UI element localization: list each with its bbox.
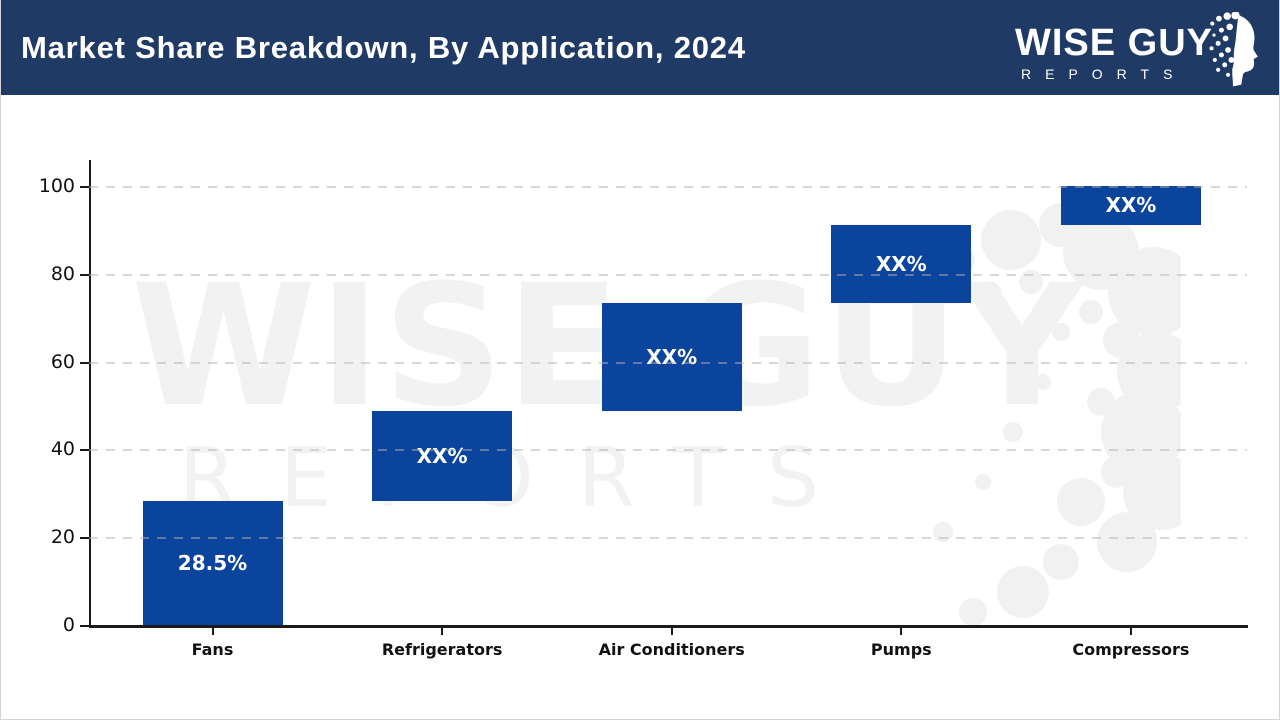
gridline-40 bbox=[89, 449, 1247, 452]
x-axis-category-label: Pumps bbox=[870, 640, 932, 659]
x-tick-0 bbox=[211, 627, 214, 635]
bar-value-label: XX% bbox=[416, 443, 468, 468]
gridline-100 bbox=[89, 186, 1247, 188]
y-axis-tick-label: 60 bbox=[50, 350, 75, 373]
x-axis-category-label: Fans bbox=[191, 640, 234, 659]
x-tick-1 bbox=[441, 627, 444, 635]
gridline-60 bbox=[89, 361, 1247, 364]
header-bar: Market Share Breakdown, By Application, … bbox=[1, 0, 1279, 95]
y-tick-100 bbox=[80, 186, 89, 188]
logo-text: WISE GUY REPORTS bbox=[1015, 24, 1213, 82]
y-axis-tick-label: 40 bbox=[50, 438, 75, 461]
chart-title: Market Share Breakdown, By Application, … bbox=[21, 29, 746, 65]
bar-value-label: XX% bbox=[875, 252, 927, 277]
x-tick-4 bbox=[1129, 627, 1132, 635]
y-axis-tick-label: 0 bbox=[62, 614, 75, 636]
x-axis-line bbox=[89, 625, 1248, 628]
x-tick-2 bbox=[670, 627, 673, 635]
x-axis-category-label: Compressors bbox=[1072, 640, 1190, 659]
y-axis-tick-label: 100 bbox=[38, 175, 75, 197]
bar-compressors: XX% bbox=[1060, 185, 1201, 226]
logo-subtext: REPORTS bbox=[1021, 66, 1187, 82]
x-axis-category-label: Refrigerators bbox=[381, 640, 503, 659]
gridline-80 bbox=[89, 273, 1247, 276]
logo-face-icon bbox=[1209, 12, 1258, 87]
y-tick-40 bbox=[80, 449, 89, 452]
bar-value-label: XX% bbox=[1105, 193, 1157, 218]
x-tick-3 bbox=[900, 627, 903, 635]
y-axis-tick-label: 20 bbox=[50, 526, 75, 549]
gridline-20 bbox=[89, 537, 1247, 540]
y-tick-60 bbox=[80, 361, 89, 364]
y-axis-tick-label: 80 bbox=[50, 262, 75, 285]
x-axis-category-label: Air Conditioners bbox=[598, 640, 745, 659]
bar-air-conditioners: XX% bbox=[601, 303, 742, 411]
watermark-face-icon bbox=[933, 203, 1181, 626]
bar-value-label: 28.5% bbox=[177, 551, 248, 576]
bar-value-label: XX% bbox=[646, 345, 698, 370]
logo-wordmark: WISE GUY bbox=[1015, 22, 1214, 64]
y-tick-0 bbox=[80, 625, 89, 627]
y-tick-80 bbox=[80, 273, 89, 276]
y-tick-20 bbox=[80, 537, 89, 540]
bar-pumps: XX% bbox=[831, 225, 972, 304]
y-axis-line bbox=[89, 160, 91, 627]
wiseguy-logo: WISE GUY REPORTS bbox=[1015, 8, 1265, 88]
bar-refrigerators: XX% bbox=[372, 410, 513, 501]
bar-fans: 28.5% bbox=[142, 500, 283, 626]
